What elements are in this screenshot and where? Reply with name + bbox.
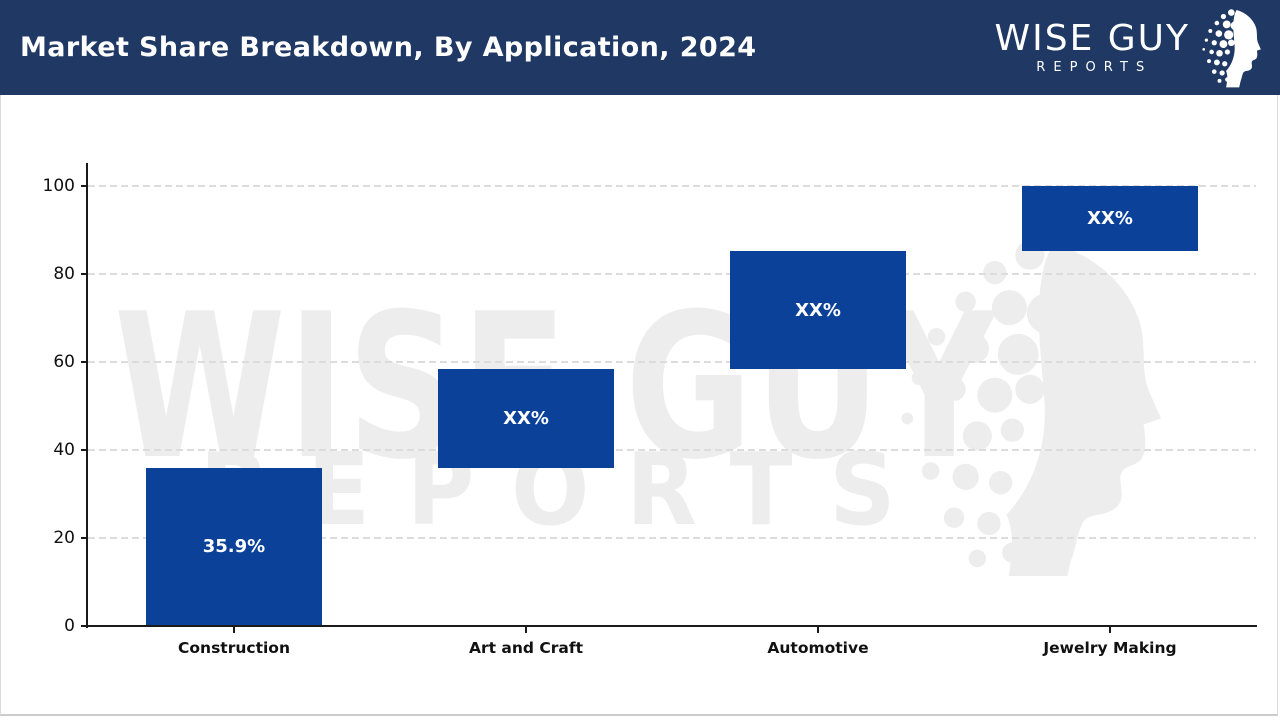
- x-category-label: Construction: [178, 639, 290, 657]
- bar-value-label: XX%: [1087, 208, 1133, 230]
- logo-text: WISE GUY REPORTS: [994, 17, 1191, 75]
- bar-value-label: XX%: [503, 407, 549, 429]
- bar-segment-automotive: XX%: [730, 251, 906, 370]
- x-tick-mark: [233, 626, 235, 633]
- gridline: [88, 185, 1256, 187]
- y-tick-label: 40: [53, 439, 75, 460]
- gridline: [88, 360, 1256, 363]
- y-tick-mark: [81, 536, 88, 539]
- gridline: [88, 272, 1256, 275]
- bar-segment-jewelry-making: XX%: [1022, 186, 1198, 252]
- x-tick-mark: [1109, 626, 1111, 633]
- y-tick-mark: [81, 448, 88, 451]
- logo-subtext: REPORTS: [1036, 59, 1153, 75]
- y-tick-mark: [81, 624, 88, 627]
- y-axis-line: [86, 163, 88, 628]
- x-tick-mark: [525, 626, 527, 633]
- y-tick-label: 0: [64, 615, 75, 636]
- y-tick-label: 80: [53, 263, 75, 284]
- y-tick-mark: [81, 185, 88, 187]
- y-tick-label: 100: [42, 176, 75, 196]
- logo-wordmark: WISE GUY: [994, 17, 1190, 59]
- wise-guy-logo: WISE GUY REPORTS: [995, 6, 1267, 90]
- y-tick-mark: [81, 360, 88, 363]
- gridline: [88, 448, 1256, 451]
- bar-value-label: 35.9%: [202, 536, 266, 558]
- x-category-label: Jewelry Making: [1043, 639, 1177, 657]
- y-tick-label: 60: [53, 351, 75, 372]
- x-axis-line: [86, 624, 1257, 627]
- header-banner: Market Share Breakdown, By Application, …: [0, 0, 1280, 95]
- bar-value-label: XX%: [795, 299, 841, 321]
- gridline: [88, 536, 1256, 539]
- y-tick-label: 20: [53, 527, 75, 548]
- bar-segment-construction: 35.9%: [146, 467, 322, 626]
- page-title: Market Share Breakdown, By Application, …: [20, 32, 757, 63]
- x-category-label: Automotive: [767, 639, 869, 657]
- x-category-label: Art and Craft: [468, 639, 584, 657]
- bar-segment-art-and-craft: XX%: [438, 369, 614, 468]
- y-tick-mark: [81, 272, 88, 275]
- x-tick-mark: [817, 626, 819, 633]
